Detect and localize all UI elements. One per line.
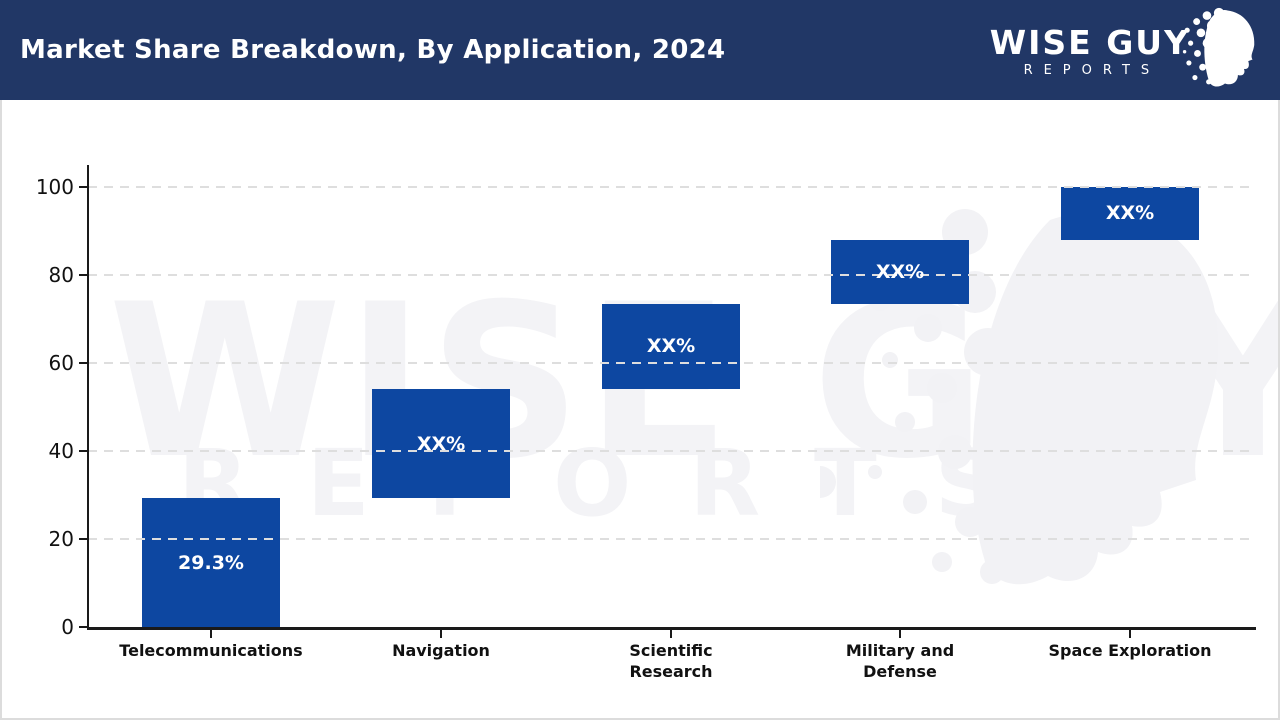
y-tick-mark-20 bbox=[79, 538, 87, 540]
y-tick-mark-40 bbox=[79, 450, 87, 452]
bar-value-label: XX% bbox=[1105, 202, 1155, 225]
gridline-20 bbox=[88, 538, 1256, 540]
y-tick-mark-80 bbox=[79, 274, 87, 276]
y-tick-label: 60 bbox=[48, 351, 74, 375]
y-tick-label: 40 bbox=[48, 439, 74, 463]
x-category-label-space-exploration: Space Exploration bbox=[1048, 641, 1212, 660]
gridline-40 bbox=[88, 450, 1256, 452]
bar-telecommunications bbox=[142, 498, 280, 627]
y-tick-mark-60 bbox=[79, 362, 87, 364]
x-tick-mark-military-and-defense bbox=[899, 630, 901, 638]
bar-military-and-defense bbox=[831, 239, 969, 304]
wise-guy-logo: WISE GUY REPORTS bbox=[990, 6, 1262, 94]
y-tick-label: 100 bbox=[35, 175, 74, 199]
page-title: Market Share Breakdown, By Application, … bbox=[20, 35, 726, 65]
logo-name-text: WISE GUY bbox=[989, 22, 1190, 62]
logo-wordmark: WISE GUY REPORTS bbox=[990, 23, 1190, 78]
x-axis-line bbox=[87, 627, 1256, 630]
bar-navigation bbox=[372, 389, 510, 499]
x-tick-mark-scientific-research bbox=[670, 630, 672, 638]
y-tick-label: 80 bbox=[48, 263, 74, 287]
bar-space-exploration bbox=[1061, 187, 1199, 240]
y-tick-label: 20 bbox=[48, 527, 74, 551]
x-tick-mark-navigation bbox=[440, 630, 442, 638]
logo-face-icon bbox=[1182, 7, 1255, 87]
x-tick-mark-telecommunications bbox=[210, 630, 212, 638]
x-category-label-navigation: Navigation bbox=[392, 641, 490, 660]
x-tick-mark-space-exploration bbox=[1129, 630, 1131, 638]
gridline-80 bbox=[88, 274, 1256, 276]
watermark-subtitle: REPORTS bbox=[178, 430, 1060, 537]
y-tick-mark-0 bbox=[79, 626, 87, 628]
header-bar: Market Share Breakdown, By Application, … bbox=[0, 0, 1280, 100]
logo-subtitle-text: REPORTS bbox=[1023, 62, 1161, 78]
x-category-label-telecommunications: Telecommunications bbox=[119, 641, 303, 660]
x-category-label-scientific-research: Scientific Research bbox=[629, 641, 713, 681]
y-tick-label: 0 bbox=[61, 615, 74, 639]
bar-value-label: XX% bbox=[875, 260, 925, 283]
bar-value-label: XX% bbox=[416, 432, 466, 455]
y-tick-mark-100 bbox=[79, 186, 87, 188]
x-category-label-military-and-defense: Military and Defense bbox=[845, 641, 955, 681]
y-axis-line bbox=[87, 165, 89, 630]
gridline-100 bbox=[88, 186, 1256, 188]
bar-value-label: XX% bbox=[646, 335, 696, 358]
gridline-60 bbox=[88, 362, 1256, 364]
bar-value-label: 29.3% bbox=[178, 551, 244, 574]
bar-scientific-research bbox=[602, 303, 740, 390]
